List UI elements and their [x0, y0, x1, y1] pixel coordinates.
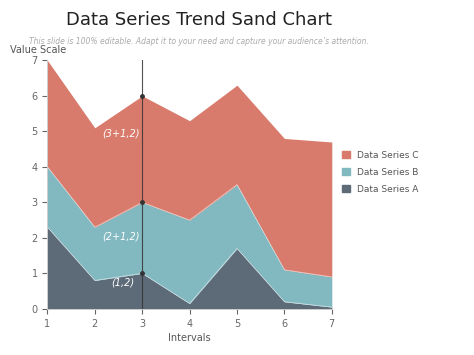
Text: (2+1,2): (2+1,2) [102, 231, 140, 241]
Legend: Data Series C, Data Series B, Data Series A: Data Series C, Data Series B, Data Serie… [342, 151, 419, 194]
Text: This slide is 100% editable. Adapt it to your need and capture your audience’s a: This slide is 100% editable. Adapt it to… [29, 37, 369, 46]
Text: (1,2): (1,2) [112, 278, 135, 288]
Text: Data Series Trend Sand Chart: Data Series Trend Sand Chart [66, 11, 332, 29]
Text: Value Scale: Value Scale [10, 45, 67, 55]
X-axis label: Intervals: Intervals [168, 333, 211, 343]
Text: (3+1,2): (3+1,2) [102, 129, 140, 138]
